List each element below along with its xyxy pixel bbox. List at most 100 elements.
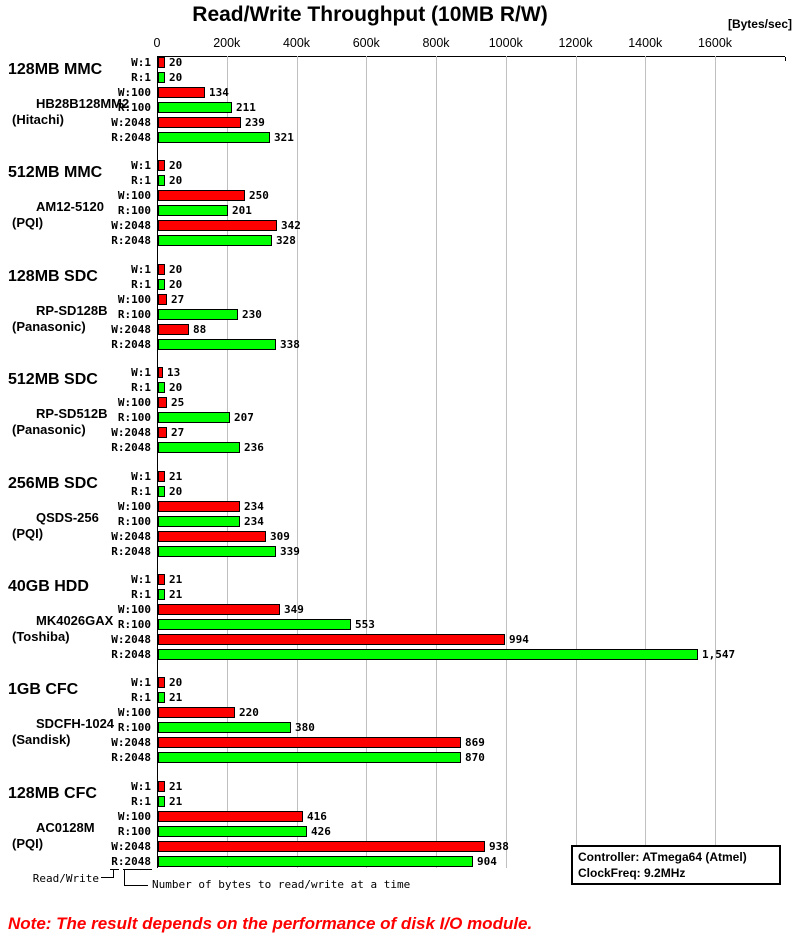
callout-line-bytes-v: [124, 870, 125, 886]
info-box-clockfreq: ClockFreq: 9.2MHz: [578, 866, 686, 880]
gridline: [436, 56, 437, 868]
bar-read: [158, 235, 272, 247]
bar-row-label: W:2048: [111, 322, 151, 336]
bar-row-label: R:1: [131, 71, 151, 84]
bar-row-label: R:100: [117, 618, 151, 631]
bar-row-label: R:100: [117, 514, 151, 528]
bar-value-label: 230: [242, 307, 262, 321]
bar-read: [158, 338, 276, 350]
bar-row-label: R:1: [131, 691, 151, 705]
bar-read: [158, 205, 228, 217]
bar-row-label: W:2048: [111, 219, 151, 233]
bar-write: [158, 574, 165, 585]
device-maker: (Hitachi): [12, 112, 64, 127]
bar-write: [158, 810, 303, 822]
bar-row-label: W:1: [131, 159, 151, 173]
bar-value-label: 201: [232, 204, 252, 218]
bar-value-label: 239: [245, 116, 265, 129]
bar-write: [158, 677, 165, 689]
bar-value-label: 553: [355, 618, 375, 631]
x-tick-label: 400k: [282, 36, 311, 50]
bar-write: [158, 57, 165, 68]
bar-row-label: W:100: [117, 396, 151, 410]
bar-value-label: 380: [295, 721, 315, 735]
bytes-at-a-time-footnote: Number of bytes to read/write at a time: [152, 878, 411, 891]
bar-value-label: 869: [465, 736, 485, 750]
bar-read: [158, 649, 698, 660]
bar-write: [158, 323, 189, 335]
device-name: 512MB MMC: [8, 164, 103, 182]
bar-row-label: R:2048: [111, 234, 151, 248]
device-name: 128MB SDC: [8, 267, 98, 285]
bar-value-label: 20: [169, 174, 183, 188]
bar-row-label: W:1: [131, 262, 151, 276]
gridline: [226, 56, 228, 868]
bar-value-label: 27: [171, 426, 185, 440]
device-name: 1GB CFC: [8, 681, 79, 699]
bar-write: [158, 634, 505, 645]
x-tick-label: 1000k: [488, 36, 523, 50]
bar-write: [158, 737, 461, 749]
bar-value-label: 21: [169, 573, 183, 586]
device-maker: (Toshiba): [12, 629, 70, 644]
bar-row-label: W:1: [131, 469, 151, 483]
underline-r: [110, 869, 119, 870]
bar-row-label: R:2048: [111, 337, 151, 351]
x-tick-mark: [784, 57, 786, 61]
bar-row-label: R:100: [117, 824, 151, 838]
bar-read: [158, 515, 240, 527]
device-group: 1GB CFC SDCFH-1024 (Sandisk) W:1 20 R:1 21 W:10…: [0, 676, 800, 765]
bar-row-label: R:2048: [111, 854, 151, 868]
bar-row-label: W:100: [117, 292, 151, 306]
bar-value-label: 339: [280, 544, 300, 558]
bar-value-label: 342: [281, 219, 301, 233]
device-group: 256MB SDC QSDS-256 (PQI) W:1 21 R:1 20 W:100 234…: [0, 469, 800, 558]
device-group: 128MB CFC AC0128M (PQI) W:1 21 R:1 21 W:100 416 R…: [0, 779, 800, 868]
bar-read: [158, 442, 240, 454]
bar-value-label: 20: [169, 71, 183, 84]
bar-read: [158, 278, 165, 290]
bar-write: [158, 397, 167, 409]
gridline: [575, 56, 577, 868]
bar-row-label: R:100: [117, 307, 151, 321]
bar-row-label: W:100: [117, 809, 151, 823]
bar-write: [158, 263, 165, 275]
device-model: SDCFH-1024: [36, 716, 115, 732]
device-name: 256MB SDC: [8, 474, 98, 492]
bar-value-label: 21: [169, 469, 183, 483]
device-maker: (Panasonic): [12, 318, 86, 334]
callout-line-readwrite-v: [113, 870, 114, 878]
bar-value-label: 938: [489, 839, 509, 853]
chart-title: Read/Write Throughput (10MB R/W): [192, 3, 548, 26]
plot-left-border: [157, 56, 158, 868]
bar-row-label: R:2048: [111, 751, 151, 765]
bar-row-label: R:2048: [111, 544, 151, 558]
device-maker: (PQI): [12, 835, 44, 851]
bar-row-label: W:100: [117, 603, 151, 616]
device-model: RP-SD128B: [36, 302, 108, 318]
bar-value-label: 21: [169, 794, 183, 808]
gridline: [645, 56, 647, 868]
gridline: [715, 56, 716, 868]
bar-write: [158, 367, 163, 379]
bar-row-label: R:100: [117, 101, 151, 114]
bar-row-label: R:100: [117, 721, 151, 735]
bar-value-label: 21: [169, 779, 183, 793]
bar-row-label: W:2048: [111, 633, 151, 646]
readwrite-footnote: Read/Write: [32, 872, 99, 885]
bar-write: [158, 780, 165, 792]
gridline: [366, 56, 368, 868]
device-group: 40GB HDD MK4026GAX (Toshiba) W:1 21 R:1 21 W:10…: [0, 573, 800, 661]
bar-value-label: 134: [209, 86, 229, 99]
bar-read: [158, 175, 165, 187]
x-tick-label: 1200k: [558, 36, 593, 50]
bar-write: [158, 500, 240, 512]
device-maker: (Sandisk): [12, 732, 71, 748]
bar-value-label: 870: [465, 751, 485, 765]
bar-value-label: 904: [477, 854, 497, 868]
bar-value-label: 207: [234, 411, 254, 425]
bar-row-label: W:1: [131, 779, 151, 793]
bar-read: [158, 722, 291, 734]
bar-value-label: 20: [169, 676, 183, 690]
